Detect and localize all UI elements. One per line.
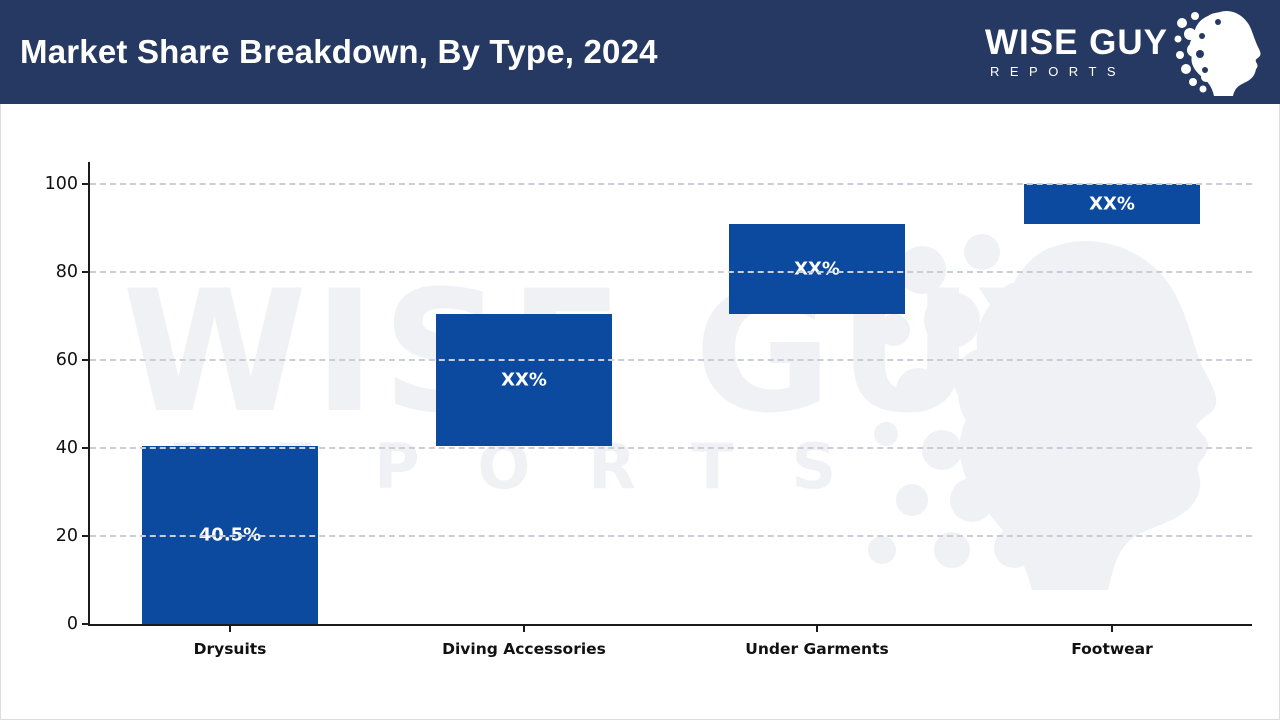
y-tick-label-40: 40: [55, 438, 78, 459]
gridline-100: [90, 183, 1252, 186]
y-tick-label-0: 0: [66, 614, 78, 634]
y-tick-60: [82, 359, 88, 362]
bar-under-garments: [729, 224, 905, 315]
y-tick-20: [82, 535, 88, 538]
x-tick-footwear: [1111, 626, 1113, 632]
gridline-40: [90, 447, 1252, 450]
y-tick-0: [82, 623, 88, 625]
chart-title: Market Share Breakdown, By Type, 2024: [20, 33, 658, 70]
bar-diving-accessories: [436, 314, 612, 446]
logo-wordmark: WISE GUY: [984, 23, 1168, 62]
category-label-drysuits: Drysuits: [193, 640, 267, 658]
y-tick-80: [82, 271, 88, 274]
gridline-60: [90, 359, 1252, 362]
watermark-head-icon: [868, 234, 1217, 590]
bar-value-label-diving-accessories: XX%: [501, 369, 547, 391]
x-tick-under-garments: [816, 626, 818, 632]
gridline-80: [90, 271, 1252, 274]
y-axis: [88, 162, 90, 626]
y-tick-40: [82, 447, 88, 450]
y-tick-label-60: 60: [55, 350, 78, 371]
y-tick-label-100: 100: [44, 174, 78, 195]
category-label-under-garments: Under Garments: [745, 640, 889, 658]
x-tick-diving-accessories: [523, 626, 525, 632]
y-tick-100: [82, 183, 88, 186]
x-axis: [88, 624, 1252, 626]
x-tick-drysuits: [229, 626, 231, 632]
gridline-20: [90, 535, 1252, 538]
y-tick-label-20: 20: [55, 526, 78, 547]
bar-value-label-under-garments: XX%: [794, 258, 840, 280]
bar-value-label-drysuits: 40.5%: [198, 524, 262, 546]
logo-subtitle: REPORTS: [989, 64, 1127, 79]
header-band: Market Share Breakdown, By Type, 2024 WI…: [0, 0, 1280, 104]
bar-value-label-footwear: XX%: [1089, 193, 1135, 215]
category-label-diving-accessories: Diving Accessories: [442, 640, 606, 658]
bar-drysuits: [142, 445, 318, 624]
wise-guy-reports-logo: WISE GUY REPORTS: [985, 8, 1264, 96]
bar-footwear: [1024, 184, 1200, 224]
category-label-footwear: Footwear: [1071, 640, 1153, 658]
logo-head-icon: [1174, 11, 1261, 96]
y-tick-label-80: 80: [55, 262, 78, 283]
